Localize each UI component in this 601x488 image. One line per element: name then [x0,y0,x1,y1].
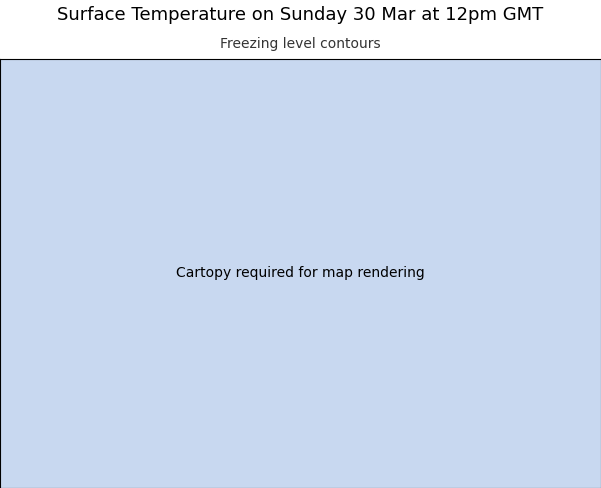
Text: Cartopy required for map rendering: Cartopy required for map rendering [176,266,425,280]
Text: Freezing level contours: Freezing level contours [220,37,381,51]
Text: Surface Temperature on Sunday 30 Mar at 12pm GMT: Surface Temperature on Sunday 30 Mar at … [57,6,544,23]
